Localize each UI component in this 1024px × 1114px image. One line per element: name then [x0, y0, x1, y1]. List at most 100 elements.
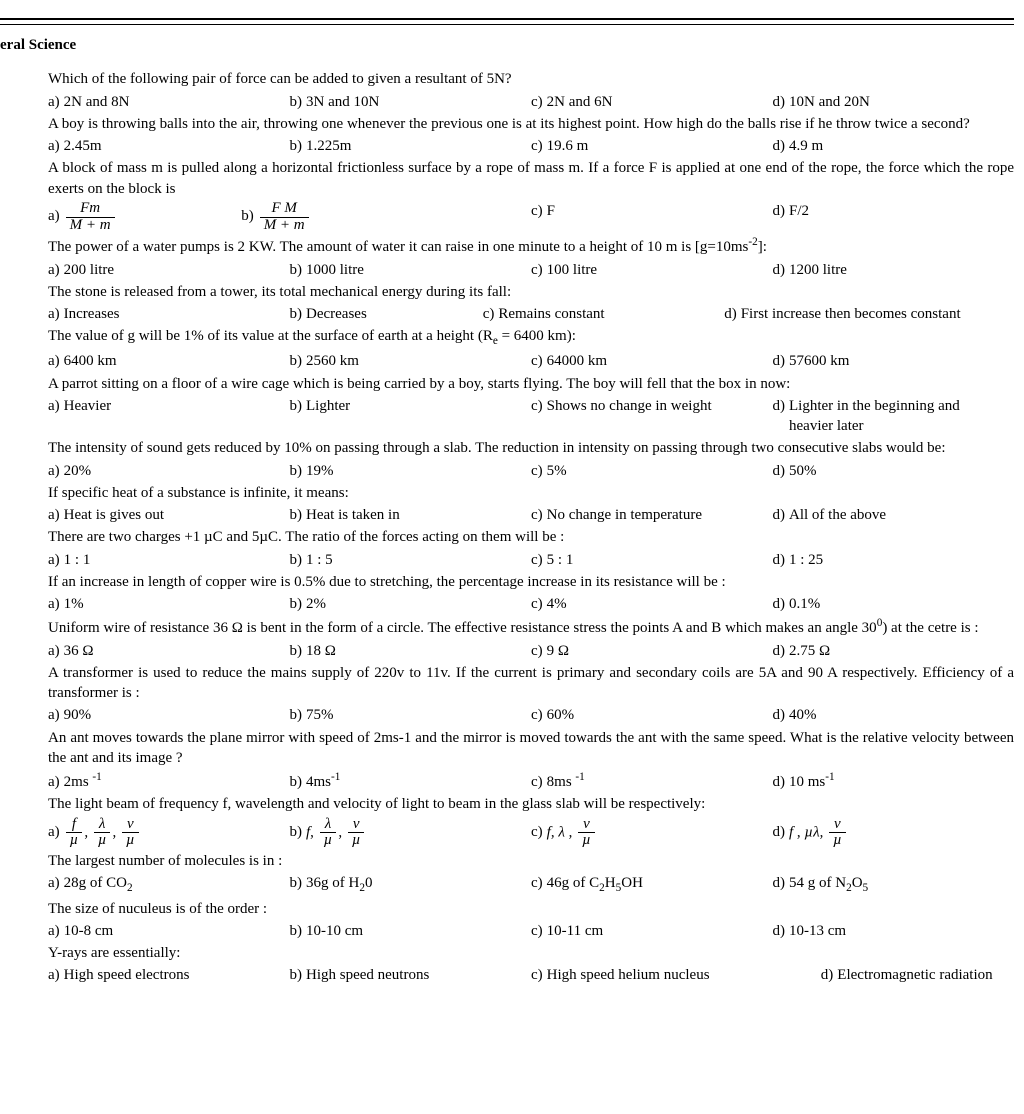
option: a)High speed electrons	[48, 965, 290, 985]
option-label: c)	[531, 396, 547, 416]
option-label: a)	[48, 550, 64, 570]
option-text: 40%	[789, 705, 817, 725]
option-text: 36g of H20	[306, 873, 372, 896]
question-stem: If specific heat of a substance is infin…	[48, 483, 1014, 503]
option: d)Lighter in the beginning and heavier l…	[773, 396, 1015, 437]
option: b)75%	[290, 705, 532, 725]
option: a)Heavier	[48, 396, 290, 437]
option-text: F	[547, 201, 555, 221]
option-row: a)1 : 1b)1 : 5c)5 : 1d)1 : 25	[48, 550, 1014, 570]
option-text: 4ms-1	[306, 770, 340, 792]
question-stem: The stone is released from a tower, its …	[48, 282, 1014, 302]
option-text: 19%	[306, 461, 334, 481]
option-text: 5%	[547, 461, 567, 481]
option-text: 10-11 cm	[547, 921, 604, 941]
option-text: 60%	[547, 705, 575, 725]
option: b)Lighter	[290, 396, 532, 437]
option-row: a)FmM + mb)F MM + mc)Fd)F/2	[48, 201, 1014, 234]
option-label: a)	[48, 505, 64, 525]
option-text: F/2	[789, 201, 809, 221]
option-text: 6400 km	[64, 351, 117, 371]
option-text: 8ms -1	[547, 770, 585, 792]
option-text: 1000 litre	[306, 260, 364, 280]
option-text: Lighter	[306, 396, 350, 416]
option-text: First increase then becomes constant	[741, 304, 961, 324]
option-label: c)	[531, 461, 547, 481]
option-text: Decreases	[306, 304, 367, 324]
option: a)2.45m	[48, 136, 290, 156]
option: c)High speed helium nucleus	[531, 965, 821, 985]
option-text: 3N and 10N	[306, 92, 379, 112]
option-label: c)	[531, 505, 547, 525]
option: d)57600 km	[773, 351, 1015, 371]
question-stem: The power of a water pumps is 2 KW. The …	[48, 235, 1014, 257]
option-label: d)	[773, 641, 790, 661]
option: c)19.6 m	[531, 136, 773, 156]
option: b)19%	[290, 461, 532, 481]
option-label: c)	[531, 705, 547, 725]
option: b)18 Ω	[290, 641, 532, 661]
option-label: a)	[48, 822, 64, 842]
option-label: c)	[531, 772, 547, 792]
question-stem: If an increase in length of copper wire …	[48, 572, 1014, 592]
option-label: c)	[483, 304, 499, 324]
option: b)F MM + m	[241, 201, 531, 234]
option-text: 4%	[547, 594, 567, 614]
option-label: b)	[290, 921, 307, 941]
option-text: 2ms -1	[64, 770, 102, 792]
option: c)64000 km	[531, 351, 773, 371]
question-stem: A boy is throwing balls into the air, th…	[48, 114, 1014, 134]
question-stem: Which of the following pair of force can…	[48, 69, 1014, 89]
option: a)2N and 8N	[48, 92, 290, 112]
option-text: 28g of CO2	[64, 873, 133, 896]
option-label: a)	[48, 594, 64, 614]
question-stem: The intensity of sound gets reduced by 1…	[48, 438, 1014, 458]
option-label: b)	[290, 260, 307, 280]
option-label: d)	[773, 92, 790, 112]
option: b)Heat is taken in	[290, 505, 532, 525]
option-row: a)Heavierb)Lighterc)Shows no change in w…	[48, 396, 1014, 437]
option: c)F	[531, 201, 773, 234]
option: b)f, λµ, vµ	[290, 817, 532, 850]
option-label: b)	[290, 594, 307, 614]
option-row: a)2N and 8Nb)3N and 10Nc)2N and 6Nd)10N …	[48, 92, 1014, 112]
question-stem: A transformer is used to reduce the main…	[48, 663, 1014, 704]
option-label: c)	[531, 822, 547, 842]
option-label: b)	[290, 304, 307, 324]
question-stem: A block of mass m is pulled along a hori…	[48, 158, 1014, 199]
option-label: b)	[290, 705, 307, 725]
option-text: 1200 litre	[789, 260, 847, 280]
option-text: Heat is taken in	[306, 505, 400, 525]
question-stem: A parrot sitting on a floor of a wire ca…	[48, 374, 1014, 394]
question-list: Which of the following pair of force can…	[0, 69, 1014, 985]
option-label: d)	[773, 396, 790, 416]
option: c)4%	[531, 594, 773, 614]
option-text: 57600 km	[789, 351, 849, 371]
option: d)40%	[773, 705, 1015, 725]
option-text: Increases	[64, 304, 120, 324]
option: a)6400 km	[48, 351, 290, 371]
option-label: d)	[773, 822, 790, 842]
option: c)f, λ , vµ	[531, 817, 773, 850]
option-label: c)	[531, 921, 547, 941]
option-text: 18 Ω	[306, 641, 336, 661]
question-stem: The size of nuculeus is of the order :	[48, 899, 1014, 919]
option-text: 1 : 25	[789, 550, 823, 570]
option-row: a)2ms -1b)4ms-1c)8ms -1d)10 ms-1	[48, 770, 1014, 792]
option-text: No change in temperature	[547, 505, 702, 525]
option-row: a)90%b)75%c)60%d)40%	[48, 705, 1014, 725]
question-stem: An ant moves towards the plane mirror wi…	[48, 728, 1014, 769]
option-label: a)	[48, 396, 64, 416]
option-label: c)	[531, 550, 547, 570]
option-row: a)2.45mb)1.225mc)19.6 md)4.9 m	[48, 136, 1014, 156]
option-text: High speed helium nucleus	[547, 965, 710, 985]
option: c)No change in temperature	[531, 505, 773, 525]
option-row: a)Heat is gives outb)Heat is taken inc)N…	[48, 505, 1014, 525]
option-text: 1.225m	[306, 136, 351, 156]
option-row: a)28g of CO2b)36g of H20c)46g of C2H5OHd…	[48, 873, 1014, 896]
option-text: 90%	[64, 705, 92, 725]
option-label: c)	[531, 260, 547, 280]
option-text: High speed neutrons	[306, 965, 429, 985]
option: d)0.1%	[773, 594, 1015, 614]
option: a)FmM + m	[48, 201, 241, 234]
